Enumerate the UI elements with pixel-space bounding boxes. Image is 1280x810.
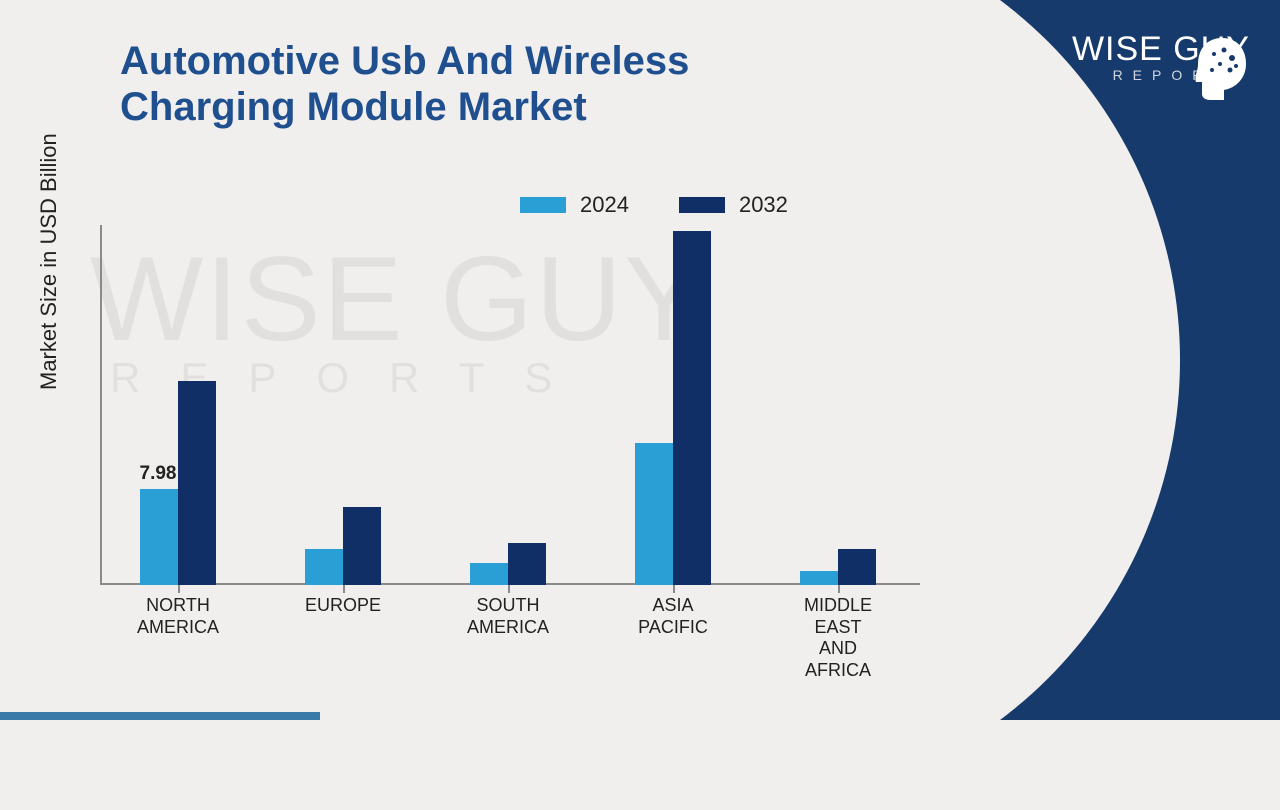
axis-tick: [343, 585, 345, 593]
legend-label-2032: 2032: [739, 192, 788, 218]
bar-2024: [305, 549, 343, 585]
bar-2032: [508, 543, 546, 585]
axis-tick: [673, 585, 675, 593]
right-panel: [960, 0, 1280, 720]
y-axis-line: [100, 225, 102, 585]
bar-2024: [635, 443, 673, 585]
category-label: EUROPE: [268, 595, 418, 617]
axis-tick: [178, 585, 180, 593]
chart-plot-area: 7.98NORTHAMERICAEUROPESOUTHAMERICAASIAPA…: [100, 225, 920, 585]
category-label: NORTHAMERICA: [103, 595, 253, 638]
legend-item-2032: 2032: [679, 192, 788, 218]
axis-tick: [508, 585, 510, 593]
bar-2032: [838, 549, 876, 585]
bar-value-label: 7.98: [128, 463, 188, 485]
chart-title: Automotive Usb And Wireless Charging Mod…: [120, 38, 820, 130]
legend-swatch-2032: [679, 197, 725, 213]
category-label: ASIAPACIFIC: [598, 595, 748, 638]
bar-2024: [470, 563, 508, 585]
brand-logo: WISE GUY REPORTS: [990, 30, 1250, 83]
category-label: MIDDLEEASTANDAFRICA: [763, 595, 913, 681]
bar-2024: [140, 489, 178, 585]
bar-2032: [343, 507, 381, 585]
category-label: SOUTHAMERICA: [433, 595, 583, 638]
legend-label-2024: 2024: [580, 192, 629, 218]
y-axis-label: Market Size in USD Billion: [36, 133, 62, 390]
legend-item-2024: 2024: [520, 192, 629, 218]
bar-2024: [800, 571, 838, 585]
footer-accent-bar: [0, 712, 320, 720]
axis-tick: [838, 585, 840, 593]
chart-legend: 2024 2032: [520, 192, 788, 218]
bar-2032: [673, 231, 711, 585]
legend-swatch-2024: [520, 197, 566, 213]
head-icon: [1194, 36, 1250, 102]
